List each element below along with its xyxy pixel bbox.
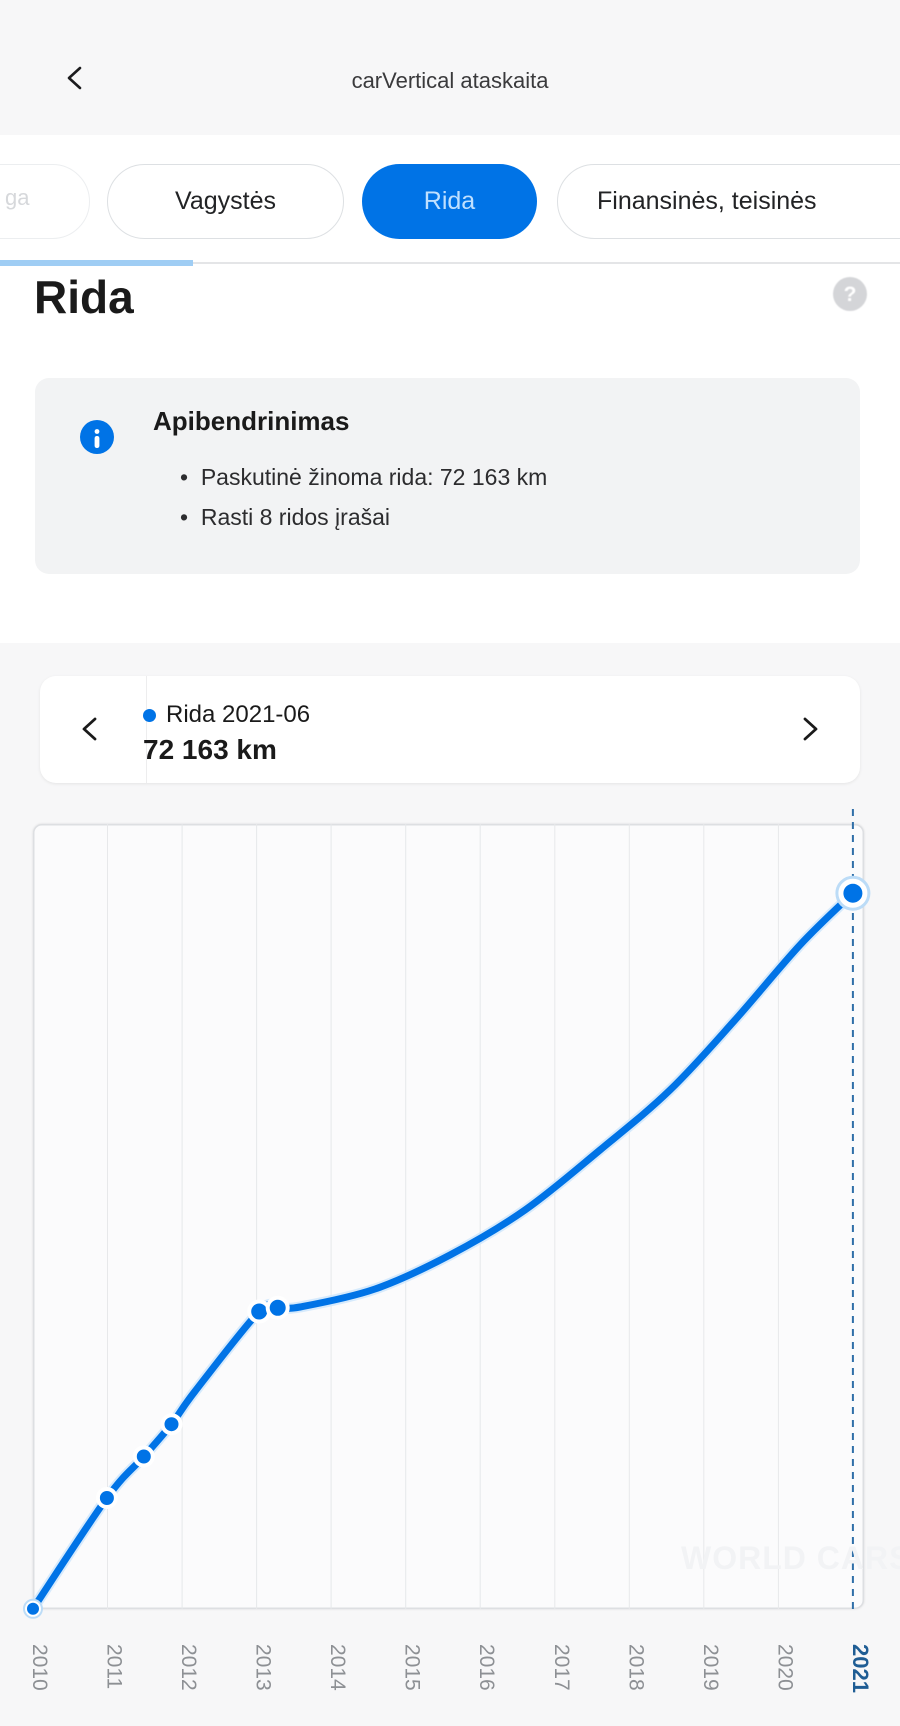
svg-text:2021: 2021 xyxy=(848,1644,873,1693)
svg-text:2018: 2018 xyxy=(624,1644,647,1691)
svg-text:WORLD CARS: WORLD CARS xyxy=(681,1540,900,1576)
svg-text:2013: 2013 xyxy=(252,1644,275,1691)
svg-text:2015: 2015 xyxy=(401,1644,424,1691)
svg-text:2010: 2010 xyxy=(33,1644,51,1691)
svg-text:2011: 2011 xyxy=(103,1644,126,1689)
svg-text:2016: 2016 xyxy=(475,1644,498,1691)
svg-text:2019: 2019 xyxy=(699,1644,722,1691)
svg-text:2012: 2012 xyxy=(177,1644,200,1691)
svg-text:2014: 2014 xyxy=(326,1644,349,1691)
svg-text:2017: 2017 xyxy=(550,1644,573,1691)
svg-text:2020: 2020 xyxy=(773,1644,796,1691)
